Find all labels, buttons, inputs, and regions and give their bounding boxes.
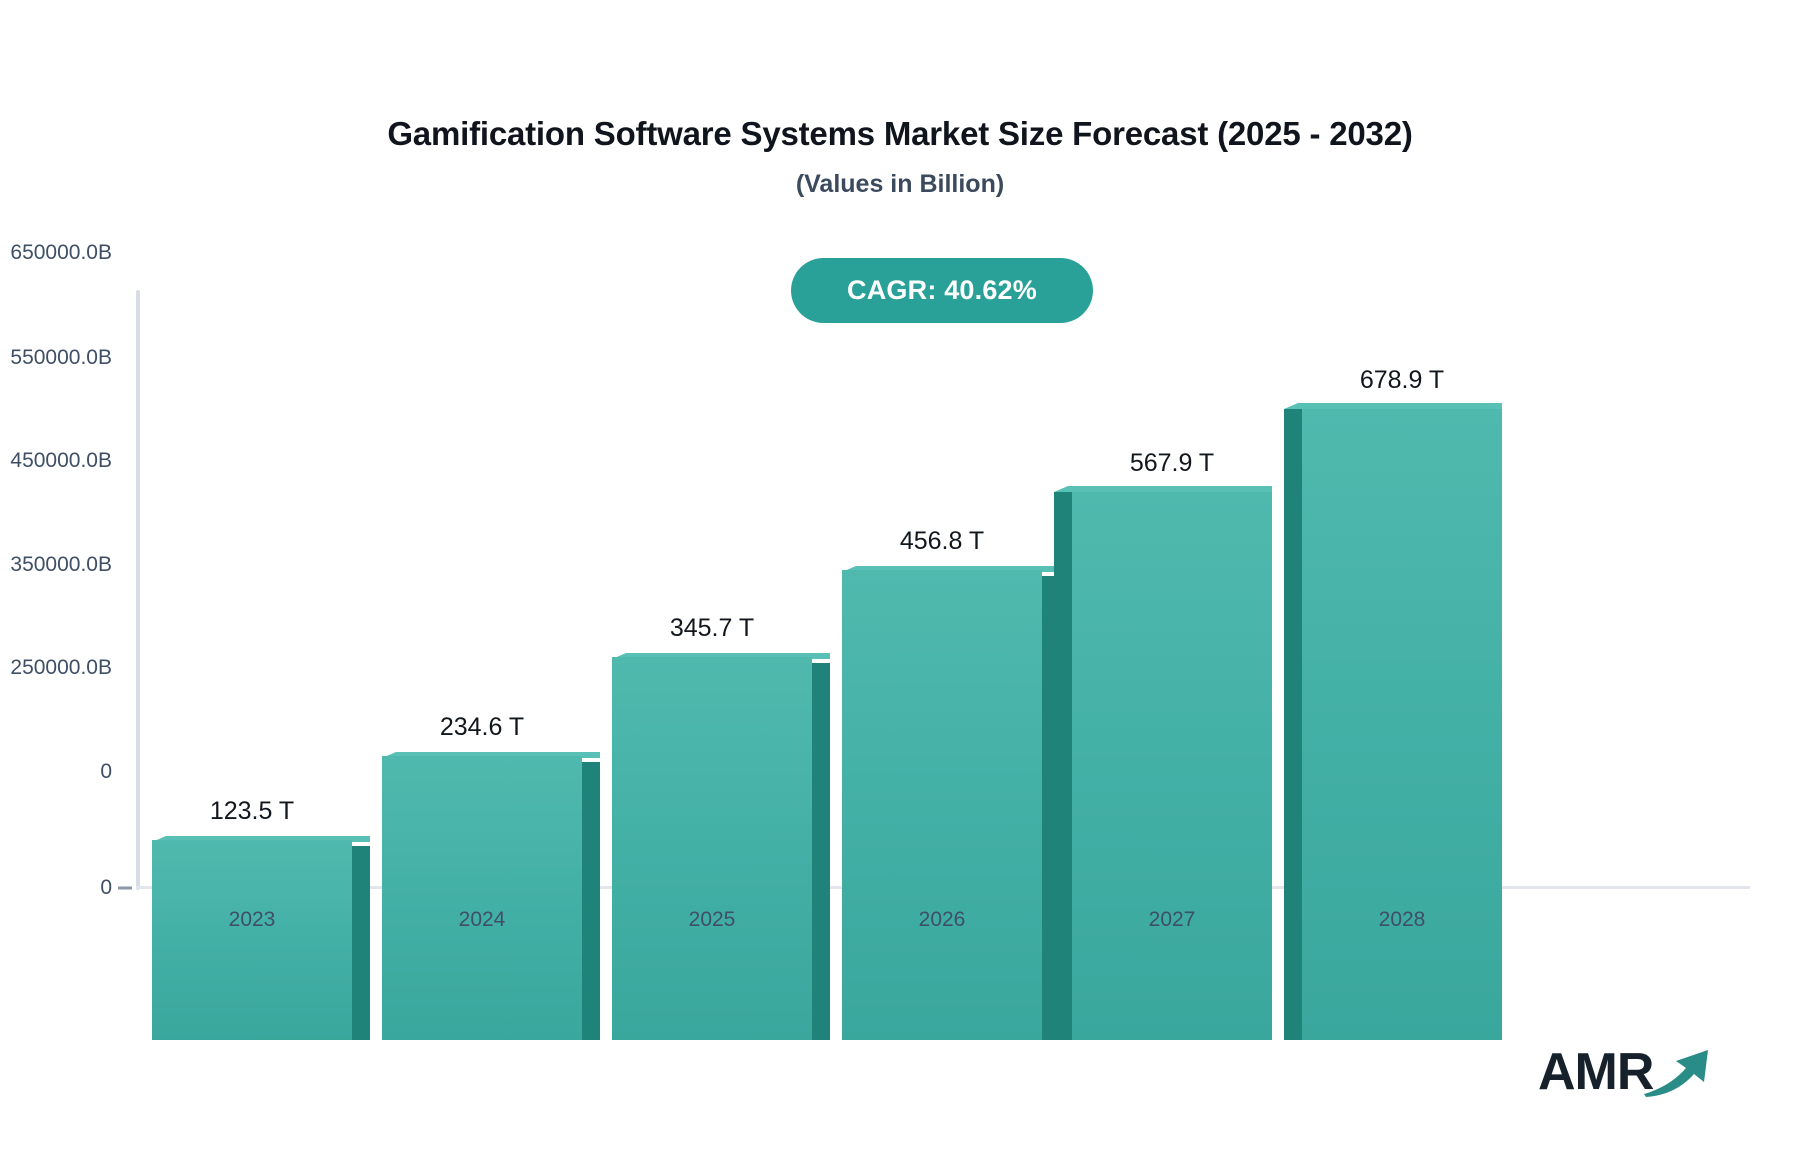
bar-front-2027[interactable] [1072, 492, 1272, 1040]
x-tick-label-2028: 2028 [1378, 908, 1426, 931]
bar-side-2023 [352, 846, 370, 1040]
y-tick-label-3: 350000.0B [10, 553, 112, 576]
bar-side-2028 [1284, 409, 1302, 1040]
bar-top-2024 [382, 752, 600, 758]
bar-group-2023[interactable]: 123.5 T [152, 152, 370, 1040]
amr-wordmark: AMR [1538, 1043, 1654, 1101]
x-tick-label-2027: 2027 [1148, 908, 1196, 931]
bar-front-2024[interactable] [382, 756, 582, 1040]
bar-front-2026[interactable] [842, 570, 1042, 1040]
y-tick-label-2: 450000.0B [10, 449, 112, 472]
y-axis-line [136, 290, 140, 890]
bar-top-2027 [1054, 486, 1272, 492]
amr-logo: AMR [1538, 1040, 1718, 1110]
bar-side-2024 [582, 762, 600, 1040]
cagr-badge: CAGR: 40.62% [791, 258, 1093, 323]
bar-group-2025[interactable]: 345.7 T [612, 152, 830, 1040]
bar-group-2028[interactable]: 678.9 T [1284, 152, 1520, 1040]
y-tick-label-5: 0 [100, 760, 112, 783]
bar-top-2028 [1284, 403, 1502, 409]
y-tick-label-0: 650000.0B [10, 241, 112, 264]
bar-side-2025 [812, 663, 830, 1040]
bar-front-2023[interactable] [152, 840, 352, 1040]
plot-area: 650000.0B 550000.0B 450000.0B 350000.0B … [10, 152, 1750, 1040]
bar-front-2025[interactable] [612, 657, 812, 1040]
page-title: Gamification Software Systems Market Siz… [387, 115, 1413, 152]
x-tick-label-2026: 2026 [918, 908, 966, 931]
bar-top-2025 [612, 653, 830, 659]
x-tick-label-2025: 2025 [688, 908, 736, 931]
x-tick-label-2023: 2023 [228, 908, 276, 931]
x-tick-label-2024: 2024 [458, 908, 506, 931]
y-tick-dash-zero [118, 886, 132, 890]
bar-group-2027[interactable]: 567.9 T [1054, 152, 1290, 1040]
bar-group-2024[interactable]: 234.6 T [382, 152, 600, 1040]
y-tick-label-4: 250000.0B [10, 656, 112, 679]
bar-group-2026[interactable]: 456.8 T [842, 152, 1060, 1040]
y-tick-label-zero: 0 [100, 876, 112, 899]
bar-value-2028: 678.9 T [1359, 366, 1445, 394]
bar-front-2028[interactable] [1302, 409, 1502, 1040]
bar-top-2026 [842, 566, 1060, 572]
bar-value-2023: 123.5 T [209, 797, 295, 825]
bar-side-2027 [1054, 492, 1072, 1040]
trend-up-arrow-icon [1644, 1050, 1708, 1097]
y-tick-label-1: 550000.0B [10, 346, 112, 369]
bar-value-2024: 234.6 T [439, 713, 525, 741]
chart-subtitle: (Values in Billion) [795, 170, 1005, 198]
bar-value-2027: 567.9 T [1129, 449, 1215, 477]
bar-value-2025: 345.7 T [669, 614, 755, 642]
bar-value-2026: 456.8 T [899, 527, 985, 555]
bar-top-2023 [152, 836, 370, 842]
